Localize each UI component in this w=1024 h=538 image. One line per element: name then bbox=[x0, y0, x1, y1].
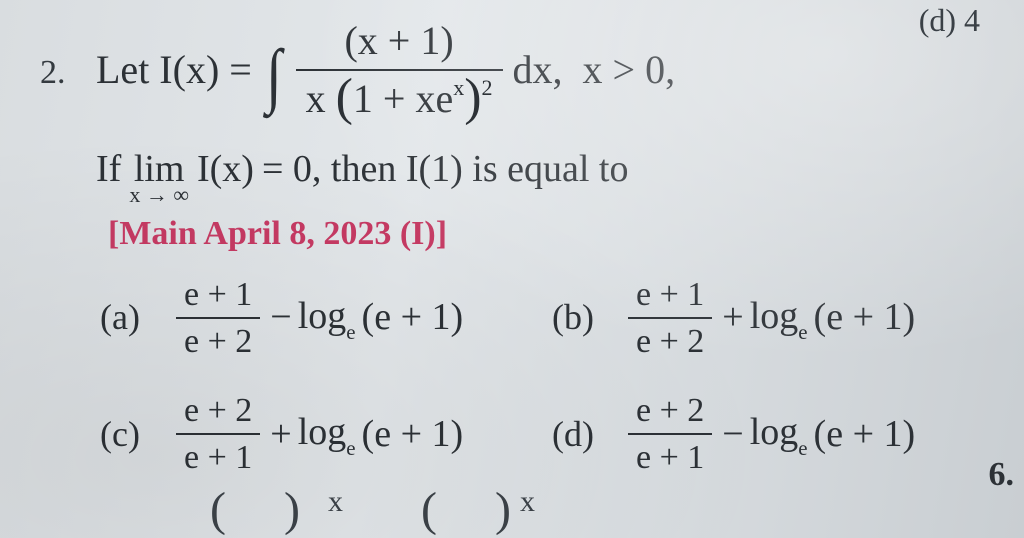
fraction-bar bbox=[628, 433, 712, 435]
option-d-label: (d) bbox=[552, 414, 608, 455]
option-b-expr: e + 1 e + 2 + loge (e + 1) bbox=[624, 275, 915, 361]
if-text: If bbox=[96, 148, 121, 192]
option-c-label: (c) bbox=[100, 414, 156, 455]
cutoff-lparen: ( bbox=[210, 483, 226, 536]
den-paren-close: ) bbox=[464, 80, 481, 116]
option-c-log: loge bbox=[298, 411, 356, 458]
bottom-cutoff: ( ) x ( ) x bbox=[210, 492, 535, 534]
next-question-marker: 6. bbox=[989, 456, 1015, 494]
question-row: 2. Let I(x) = ∫ (x + 1) x (1 + xex)2 dx,… bbox=[40, 18, 984, 477]
option-c-frac: e + 2 e + 1 bbox=[176, 391, 260, 477]
question-number: 2. bbox=[40, 18, 96, 92]
option-a-op: − bbox=[270, 296, 291, 340]
option-a-log-base: e bbox=[346, 320, 355, 344]
integrand-numerator: (x + 1) bbox=[334, 18, 463, 66]
option-d-op: − bbox=[722, 413, 743, 457]
option-a-expr: e + 1 e + 2 − loge (e + 1) bbox=[172, 275, 463, 361]
cutoff-rparen: ) bbox=[284, 483, 300, 536]
question-stem: Let I(x) = ∫ (x + 1) x (1 + xex)2 dx, x … bbox=[96, 18, 984, 477]
exam-tag: [Main April 8, 2023 (I)] bbox=[108, 214, 447, 253]
fraction-bar bbox=[176, 433, 260, 435]
option-a-num: e + 1 bbox=[176, 275, 260, 314]
option-b: (b) e + 1 e + 2 + loge (e + 1) bbox=[552, 275, 984, 361]
option-d-expr: e + 2 e + 1 − loge (e + 1) bbox=[624, 391, 915, 477]
integrand-denominator: x (1 + xex)2 bbox=[296, 74, 503, 122]
option-c-expr: e + 2 e + 1 + loge (e + 1) bbox=[172, 391, 463, 477]
option-d-log: loge bbox=[750, 411, 808, 458]
option-c-log-base: e bbox=[346, 436, 355, 460]
option-a-label: (a) bbox=[100, 297, 156, 338]
option-b-log-arg: (e + 1) bbox=[814, 296, 916, 340]
option-b-log-base: e bbox=[798, 320, 807, 344]
den-paren-group: ( bbox=[336, 80, 353, 116]
option-c: (c) e + 2 e + 1 + loge (e + 1) bbox=[100, 391, 532, 477]
option-b-den: e + 2 bbox=[628, 322, 712, 361]
option-a: (a) e + 1 e + 2 − loge (e + 1) bbox=[100, 275, 532, 361]
option-c-log-arg: (e + 1) bbox=[362, 413, 464, 457]
den-x: x bbox=[306, 76, 326, 121]
option-d-frac: e + 2 e + 1 bbox=[628, 391, 712, 477]
option-c-num: e + 2 bbox=[176, 391, 260, 430]
option-d-den: e + 1 bbox=[628, 438, 712, 477]
option-c-op: + bbox=[270, 413, 291, 457]
integrand-fraction: (x + 1) x (1 + xex)2 bbox=[296, 18, 503, 122]
fraction-bar bbox=[176, 317, 260, 319]
option-c-den: e + 1 bbox=[176, 438, 260, 477]
option-a-den: e + 2 bbox=[176, 322, 260, 361]
option-b-label: (b) bbox=[552, 297, 608, 338]
fraction-bar bbox=[628, 317, 712, 319]
den-inner: 1 + xe bbox=[353, 76, 453, 121]
option-a-log-arg: (e + 1) bbox=[362, 296, 464, 340]
option-a-log: loge bbox=[298, 295, 356, 342]
options-grid: (a) e + 1 e + 2 − loge (e + 1) (b) bbox=[96, 275, 984, 477]
option-d: (d) e + 2 e + 1 − loge (e + 1) bbox=[552, 391, 984, 477]
option-d-log-arg: (e + 1) bbox=[814, 413, 916, 457]
option-b-log: loge bbox=[750, 295, 808, 342]
lim-sub: x → ∞ bbox=[129, 185, 189, 206]
integral-symbol: ∫ bbox=[266, 54, 282, 97]
limit-line: If lim x → ∞ I(x) = 0, then I(1) is equa… bbox=[96, 148, 984, 253]
condition: x > 0, bbox=[583, 47, 676, 93]
page: (d) 4 2. Let I(x) = ∫ (x + 1) x (1 + xex… bbox=[0, 0, 1024, 538]
option-d-num: e + 2 bbox=[628, 391, 712, 430]
option-a-frac: e + 1 e + 2 bbox=[176, 275, 260, 361]
differential: dx, bbox=[513, 47, 563, 93]
den-outer-exp: 2 bbox=[482, 75, 493, 100]
integral-line: Let I(x) = ∫ (x + 1) x (1 + xex)2 dx, x … bbox=[96, 18, 984, 122]
option-b-frac: e + 1 e + 2 bbox=[628, 275, 712, 361]
lead-text: Let I(x) = bbox=[96, 47, 252, 93]
lim-fn: I(x) bbox=[197, 148, 254, 192]
option-b-num: e + 1 bbox=[628, 275, 712, 314]
cropped-prev-option: (d) 4 bbox=[919, 2, 980, 39]
den-inner-exp: x bbox=[453, 75, 464, 100]
lim-rest: = 0, then I(1) is equal to bbox=[262, 148, 629, 192]
limit-operator: lim x → ∞ bbox=[129, 151, 189, 206]
option-d-log-base: e bbox=[798, 436, 807, 460]
option-b-op: + bbox=[722, 296, 743, 340]
